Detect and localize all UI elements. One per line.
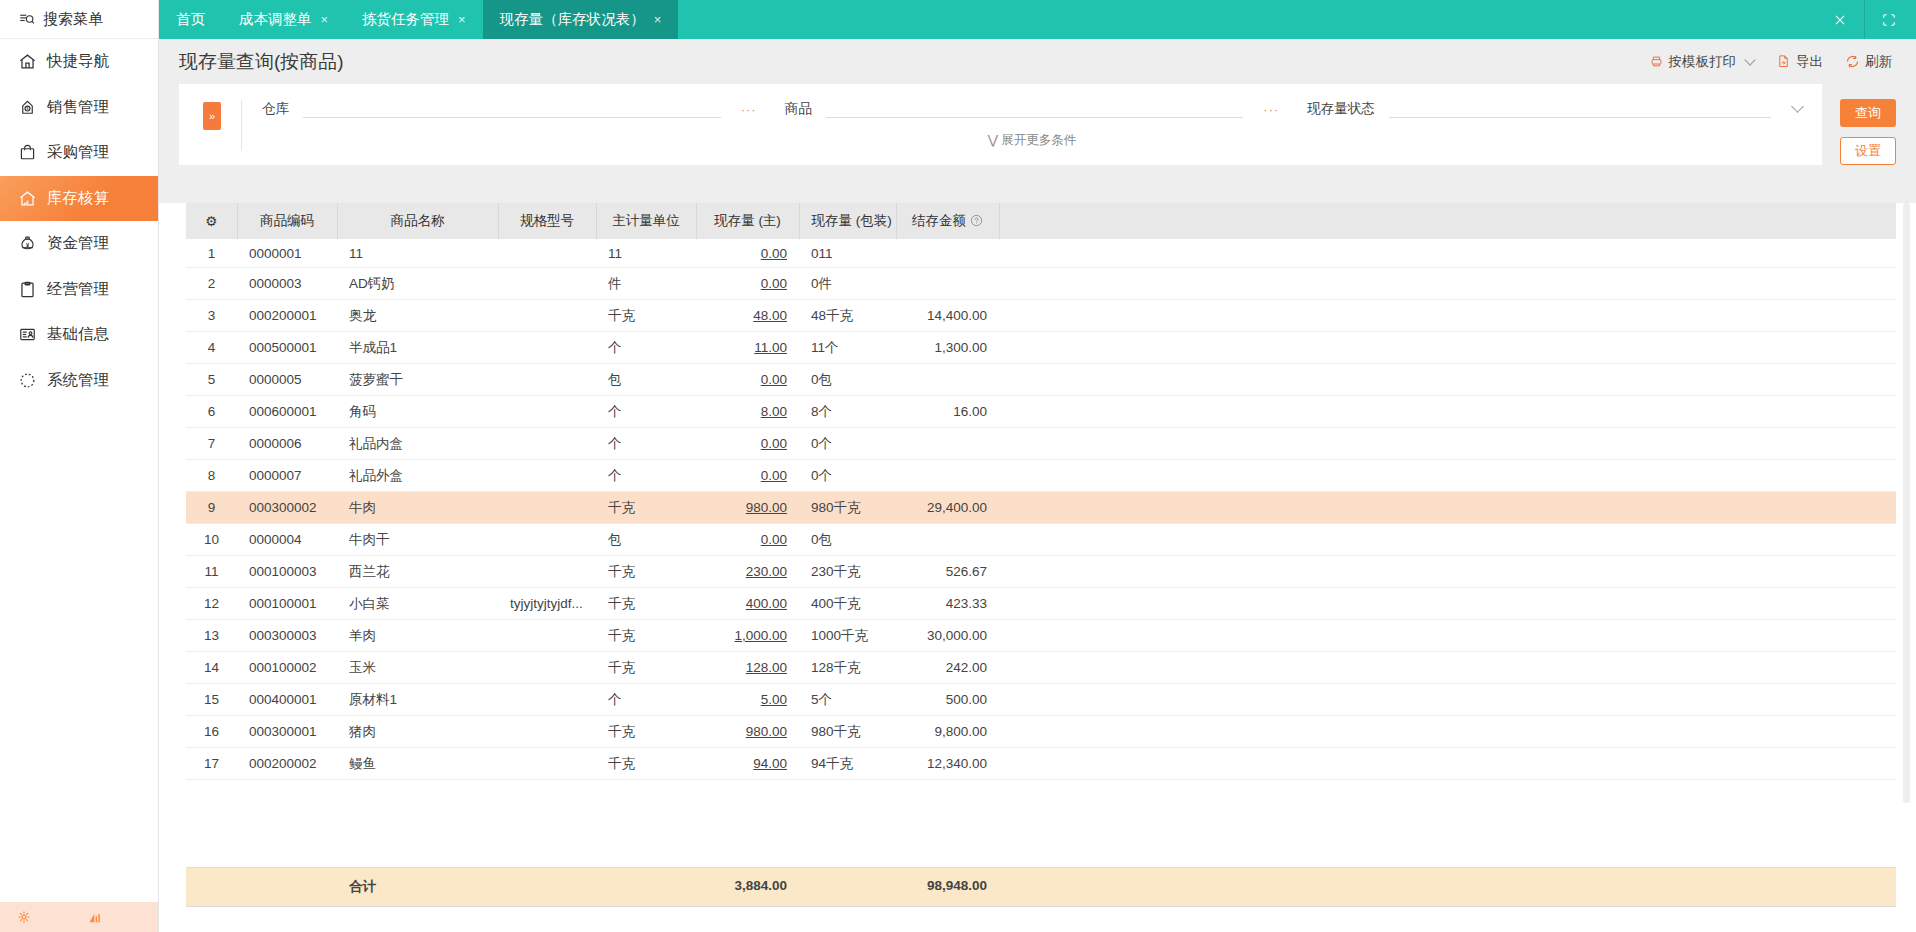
svg-text:¥: ¥ <box>26 242 30 248</box>
